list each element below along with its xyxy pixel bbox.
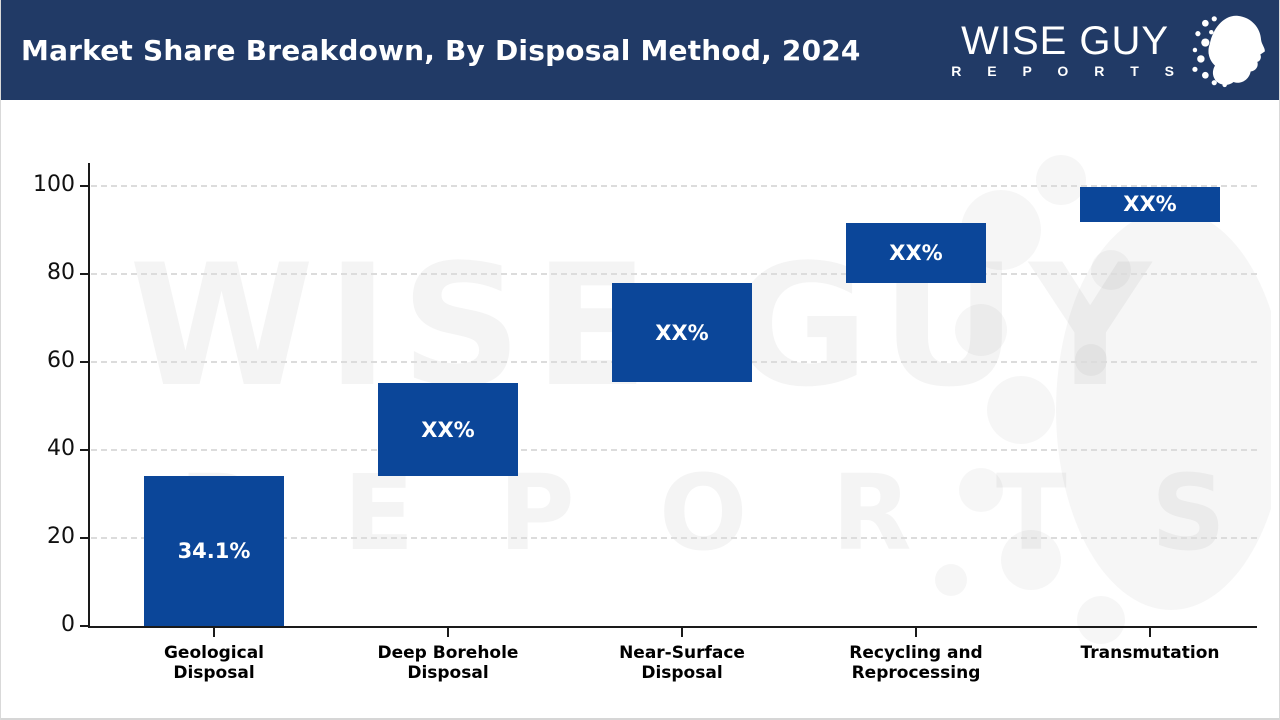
y-axis-tick-mark (80, 361, 89, 363)
brand-subname: R E P O R T S (951, 63, 1185, 79)
y-axis-tick-label: 100 (33, 172, 75, 197)
y-axis-line (88, 163, 90, 628)
x-axis-category-label: Transmutation (1034, 643, 1266, 663)
bar-value-label: XX% (655, 320, 709, 345)
gridline-y-40 (91, 449, 1257, 451)
x-axis-category-line: Disposal (641, 663, 723, 683)
brand-logo-text: WISE GUY R E P O R T S (945, 21, 1185, 79)
x-axis-tick-mark (1149, 628, 1151, 637)
x-axis-category-line: Reprocessing (851, 663, 981, 683)
gridline-y-100 (91, 185, 1257, 187)
bar-value-label: XX% (889, 240, 943, 265)
watermark-subtext: R E P O R T S (179, 452, 1250, 574)
y-axis-tick-label: 20 (47, 524, 75, 549)
y-axis-tick-mark (80, 625, 89, 627)
y-axis-tick-label: 0 (61, 612, 75, 637)
bar-value-label: XX% (421, 417, 475, 442)
x-axis-category-line: Disposal (173, 663, 255, 683)
x-axis-tick-mark (915, 628, 917, 637)
x-axis-line (88, 626, 1257, 628)
x-axis-category-line: Recycling and (849, 643, 983, 663)
x-axis-category-line: Near-Surface (619, 643, 745, 663)
bar-value-label: XX% (1123, 192, 1177, 217)
gridline-y-20 (91, 537, 1257, 539)
bar-segment-3: XX% (612, 282, 752, 383)
x-axis-category-line: Transmutation (1080, 643, 1220, 663)
y-axis-tick-mark (80, 273, 89, 275)
y-axis-tick-label: 80 (47, 260, 75, 285)
brand-logo: WISE GUY R E P O R T S (945, 0, 1267, 100)
x-axis-category-line: Geological (163, 643, 265, 663)
y-axis-tick-label: 60 (47, 348, 75, 373)
bar-segment-1: 34.1% (144, 475, 284, 626)
bar-value-label: 34.1% (177, 538, 251, 563)
gridline-y-80 (91, 273, 1257, 275)
bar-segment-2: XX% (378, 383, 518, 476)
x-axis-category-label: Deep Borehole Disposal (332, 643, 564, 683)
page-bottom-divider (1, 718, 1279, 720)
brand-name: WISE GUY (961, 19, 1170, 63)
page-title: Market Share Breakdown, By Disposal Meth… (21, 33, 861, 67)
y-axis-tick-mark (80, 537, 89, 539)
x-axis-category-label: Recycling and Reprocessing (800, 643, 1032, 683)
dotted-head-icon (1192, 15, 1265, 88)
x-axis-tick-mark (681, 628, 683, 637)
x-axis-tick-mark (213, 628, 215, 637)
x-axis-category-label: Geological Disposal (98, 643, 330, 683)
bar-segment-4: XX% (846, 222, 986, 283)
bar-segment-5: XX% (1080, 186, 1220, 223)
bar-chart-canvas: WISE GUY R E P O R T S 02040608010034.1%… (1, 100, 1279, 718)
x-axis-category-line: Deep Borehole (377, 643, 519, 663)
x-axis-category-line: Disposal (407, 663, 489, 683)
y-axis-tick-mark (80, 449, 89, 451)
header-bar: Market Share Breakdown, By Disposal Meth… (1, 0, 1279, 100)
y-axis-tick-mark (80, 185, 89, 187)
y-axis-tick-label: 40 (47, 436, 75, 461)
x-axis-category-label: Near-Surface Disposal (566, 643, 798, 683)
x-axis-tick-mark (447, 628, 449, 637)
